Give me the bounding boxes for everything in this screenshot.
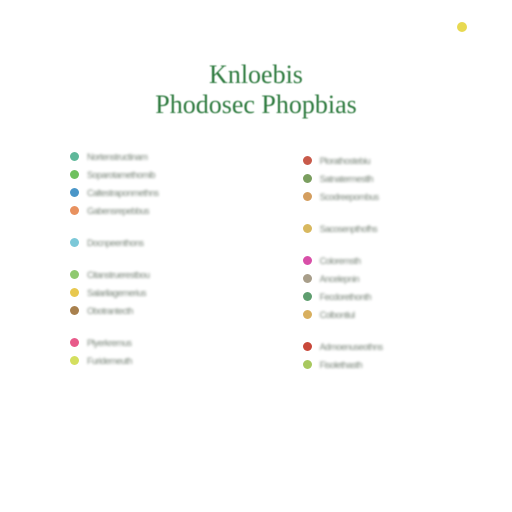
legend-item: Fisolethasth: [303, 358, 452, 372]
legend-dot-icon: [303, 224, 312, 233]
title-line-1: Knloebis: [0, 60, 512, 90]
legend-label: Caltestraponmethns: [87, 188, 159, 198]
right-column: Plorathostebiu Satnatermestlh Scodreepombu…: [303, 150, 452, 390]
legend-item: Furidemeuth: [70, 354, 253, 368]
legend-label: Nortenstructinam: [87, 152, 148, 162]
legend-dot-icon: [70, 206, 79, 215]
legend-item: Gabensrepebbus: [70, 204, 253, 218]
legend-dot-icon: [70, 306, 79, 315]
legend-item: Salarilagemerius: [70, 286, 253, 300]
legend-dot-icon: [70, 288, 79, 297]
legend-group: Plorathostebiu Satnatermestlh Scodreepombu…: [303, 154, 452, 208]
legend-dot-icon: [70, 270, 79, 279]
legend-item: Admoenuseothns: [303, 340, 452, 354]
legend-group: Citanstruerestbou Salarilagemerius Obotran…: [70, 268, 253, 322]
legend-item: Fecdorethonth: [303, 290, 452, 304]
legend-dot-icon: [303, 292, 312, 301]
legend-label: Gabensrepebbus: [87, 206, 149, 216]
legend-label: Colbontiul: [320, 310, 355, 320]
legend-dot-icon: [70, 238, 79, 247]
legend-dot-icon: [303, 174, 312, 183]
legend-dot-icon: [70, 356, 79, 365]
legend-label: Salarilagemerius: [87, 288, 146, 298]
corner-accent-dot: [457, 22, 467, 32]
legend-item: Colbontiul: [303, 308, 452, 322]
legend-item: Caltestraponmethns: [70, 186, 253, 200]
legend-label: Plorathostebiu: [320, 156, 371, 166]
legend-label: Fecdorethonth: [320, 292, 372, 302]
legend-dot-icon: [303, 274, 312, 283]
legend-dot-icon: [303, 256, 312, 265]
legend-label: Scodreepombus: [320, 192, 379, 202]
legend-label: Furidemeuth: [87, 356, 132, 366]
legend-item: Satnatermestlh: [303, 172, 452, 186]
legend-label: Sacosenpthofhs: [320, 224, 378, 234]
legend-dot-icon: [70, 170, 79, 179]
left-column: Nortenstructinam Soparotamethomib Caltestr…: [70, 150, 253, 390]
legend-label: Fisolethasth: [320, 360, 363, 370]
legend-item: Citanstruerestbou: [70, 268, 253, 282]
legend-dot-icon: [70, 188, 79, 197]
legend-label: Coloremsth: [320, 256, 361, 266]
legend-item: Plorathostebiu: [303, 154, 452, 168]
page-title: Knloebis Phodosec Phopbias: [0, 0, 512, 120]
legend-label: Ancelepnin: [320, 274, 360, 284]
legend-dot-icon: [303, 360, 312, 369]
legend-label: Soparotamethomib: [87, 170, 155, 180]
legend-group: Docnpeenthons: [70, 236, 253, 254]
legend-label: Docnpeenthons: [87, 238, 144, 248]
legend-dot-icon: [303, 192, 312, 201]
legend-group: Nortenstructinam Soparotamethomib Caltestr…: [70, 150, 253, 222]
legend-dot-icon: [303, 310, 312, 319]
title-line-2: Phodosec Phopbias: [0, 90, 512, 120]
legend-item: Sacosenpthofhs: [303, 222, 452, 236]
legend-item: Soparotamethomib: [70, 168, 253, 182]
legend-label: Plyerkremus: [87, 338, 132, 348]
legend-group: Sacosenpthofhs: [303, 222, 452, 240]
legend-item: Nortenstructinam: [70, 150, 253, 164]
legend-dot-icon: [303, 156, 312, 165]
legend-group: Admoenuseothns Fisolethasth: [303, 340, 452, 376]
legend-dot-icon: [70, 152, 79, 161]
legend-item: Ancelepnin: [303, 272, 452, 286]
legend-label: Satnatermestlh: [320, 174, 374, 184]
legend-dot-icon: [70, 338, 79, 347]
legend-label: Admoenuseothns: [320, 342, 383, 352]
legend-group: Plyerkremus Furidemeuth: [70, 336, 253, 372]
legend-item: Docnpeenthons: [70, 236, 253, 250]
legend-label: Obotrantecth: [87, 306, 133, 316]
legend-dot-icon: [303, 342, 312, 351]
legend-item: Coloremsth: [303, 254, 452, 268]
legend-item: Plyerkremus: [70, 336, 253, 350]
legend-group: Coloremsth Ancelepnin Fecdorethonth Colbont…: [303, 254, 452, 326]
legend-item: Obotrantecth: [70, 304, 253, 318]
legend-label: Citanstruerestbou: [87, 270, 150, 280]
legend-content: Nortenstructinam Soparotamethomib Caltestr…: [0, 120, 512, 390]
legend-item: Scodreepombus: [303, 190, 452, 204]
